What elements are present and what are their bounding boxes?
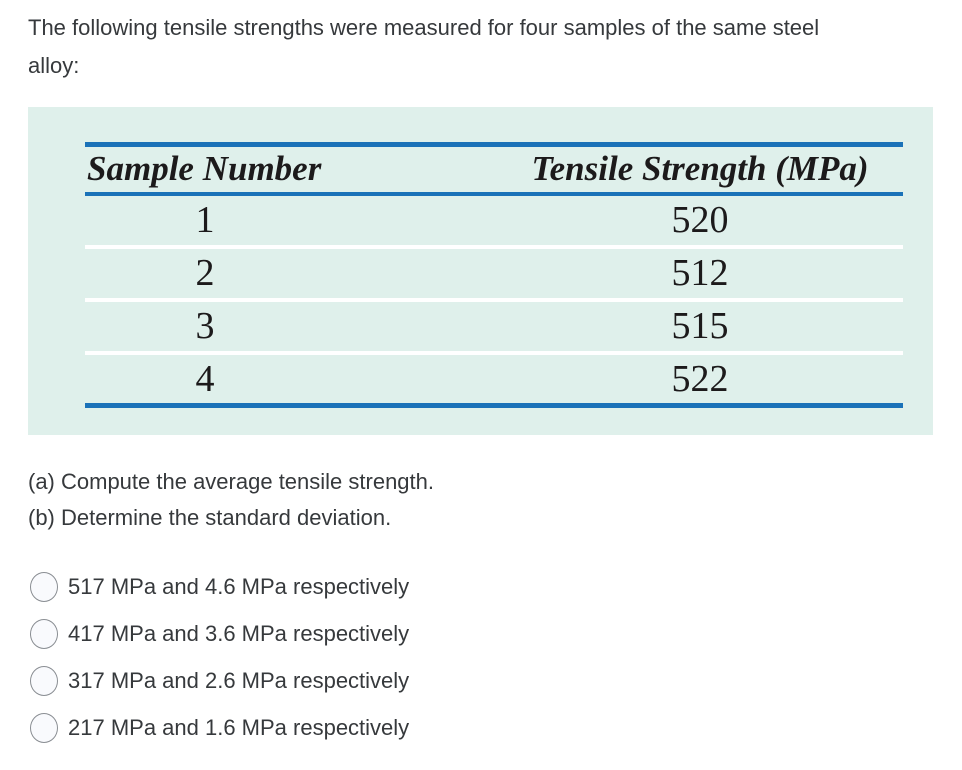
quiz-question-page: The following tensile strengths were mea… xyxy=(28,9,962,743)
table-row: 2 512 xyxy=(85,247,903,300)
sample-number-cell: 2 xyxy=(195,252,215,294)
answer-option-4[interactable]: 217 MPa and 1.6 MPa respectively xyxy=(30,713,962,743)
table-panel: Sample Number Tensile Strength (MPa) 1 5… xyxy=(28,107,933,435)
table-row: 1 520 xyxy=(85,194,903,247)
tensile-strength-table: Sample Number Tensile Strength (MPa) 1 5… xyxy=(85,142,903,408)
answer-option-1[interactable]: 517 MPa and 4.6 MPa respectively xyxy=(30,572,962,602)
radio-button-icon[interactable] xyxy=(30,666,58,696)
question-part-a: (a) Compute the average tensile strength… xyxy=(28,469,435,494)
question-parts: (a) Compute the average tensile strength… xyxy=(28,464,962,536)
tensile-strength-cell: 522 xyxy=(671,357,729,400)
question-intro: The following tensile strengths were mea… xyxy=(28,9,933,85)
answer-option-label: 417 MPa and 3.6 MPa respectively xyxy=(68,621,410,646)
answer-option-label: 217 MPa and 1.6 MPa respectively xyxy=(68,715,410,740)
radio-button-icon[interactable] xyxy=(30,619,58,649)
radio-button-icon[interactable] xyxy=(30,713,58,743)
tensile-strength-cell: 512 xyxy=(671,252,729,294)
radio-button-icon[interactable] xyxy=(30,572,58,602)
tensile-strength-cell: 515 xyxy=(671,305,729,347)
col-header-tensile-strength: Tensile Strength (MPa) xyxy=(531,149,869,189)
table-row: 3 515 xyxy=(85,300,903,353)
answer-option-label: 517 MPa and 4.6 MPa respectively xyxy=(68,574,410,599)
question-intro-line-2: alloy: xyxy=(28,53,80,78)
answer-option-2[interactable]: 417 MPa and 3.6 MPa respectively xyxy=(30,619,962,649)
answer-option-label: 317 MPa and 2.6 MPa respectively xyxy=(68,668,410,693)
question-intro-line-1: The following tensile strengths were mea… xyxy=(28,15,820,40)
answer-options: 517 MPa and 4.6 MPa respectively 417 MPa… xyxy=(30,572,962,743)
table-header-row: Sample Number Tensile Strength (MPa) xyxy=(85,144,903,194)
sample-number-cell: 4 xyxy=(195,357,215,400)
sample-number-cell: 3 xyxy=(195,305,215,347)
table-row: 4 522 xyxy=(85,353,903,406)
answer-option-3[interactable]: 317 MPa and 2.6 MPa respectively xyxy=(30,666,962,696)
question-part-b: (b) Determine the standard deviation. xyxy=(28,505,392,530)
tensile-strength-cell: 520 xyxy=(671,199,729,241)
sample-number-cell: 1 xyxy=(195,199,215,241)
col-header-sample-number: Sample Number xyxy=(87,149,322,189)
